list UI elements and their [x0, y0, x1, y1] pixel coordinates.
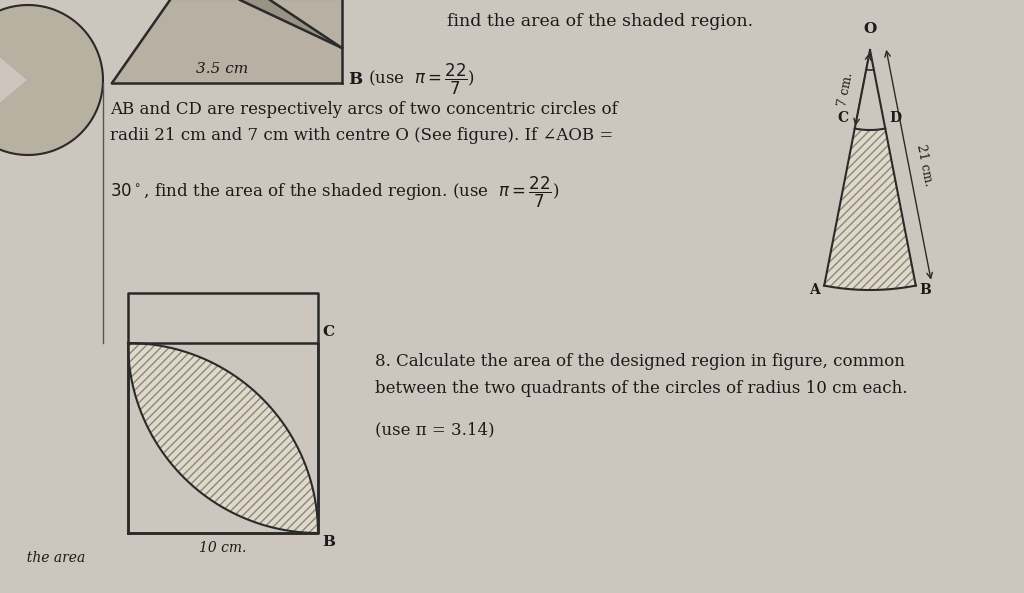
- Polygon shape: [112, 0, 342, 83]
- Text: 10 cm.: 10 cm.: [200, 541, 247, 555]
- Text: find the area of the shaded region.: find the area of the shaded region.: [446, 13, 753, 30]
- Text: 21 cm.: 21 cm.: [914, 143, 935, 187]
- Text: B: B: [920, 283, 932, 296]
- Text: B: B: [322, 535, 335, 549]
- Text: AB and CD are respectively arcs of two concentric circles of: AB and CD are respectively arcs of two c…: [110, 101, 617, 118]
- Text: 7 cm.: 7 cm.: [837, 72, 856, 108]
- Text: O: O: [863, 22, 877, 36]
- Polygon shape: [240, 0, 342, 48]
- Text: between the two quadrants of the circles of radius 10 cm each.: between the two quadrants of the circles…: [375, 380, 907, 397]
- Text: A: A: [809, 283, 820, 296]
- Text: radii 21 cm and 7 cm with centre O (See figure). If ∠AOB =: radii 21 cm and 7 cm with centre O (See …: [110, 127, 613, 144]
- Wedge shape: [0, 5, 103, 155]
- Polygon shape: [128, 343, 318, 533]
- Polygon shape: [128, 343, 318, 533]
- Polygon shape: [855, 50, 886, 130]
- Text: 3.5 cm: 3.5 cm: [196, 62, 248, 76]
- Text: (use  $\pi = \dfrac{22}{7}$): (use $\pi = \dfrac{22}{7}$): [368, 62, 475, 97]
- Text: $30^\circ$, find the area of the shaded region. (use  $\pi = \dfrac{22}{7}$): $30^\circ$, find the area of the shaded …: [110, 175, 559, 210]
- Text: B: B: [348, 71, 362, 88]
- Text: the area: the area: [18, 551, 85, 565]
- Text: C: C: [838, 110, 849, 125]
- Text: (use π = 3.14): (use π = 3.14): [375, 421, 495, 438]
- Text: C: C: [322, 325, 334, 339]
- Text: 8. Calculate the area of the designed region in figure, common: 8. Calculate the area of the designed re…: [375, 353, 905, 370]
- Text: D: D: [889, 110, 901, 125]
- Polygon shape: [824, 50, 915, 290]
